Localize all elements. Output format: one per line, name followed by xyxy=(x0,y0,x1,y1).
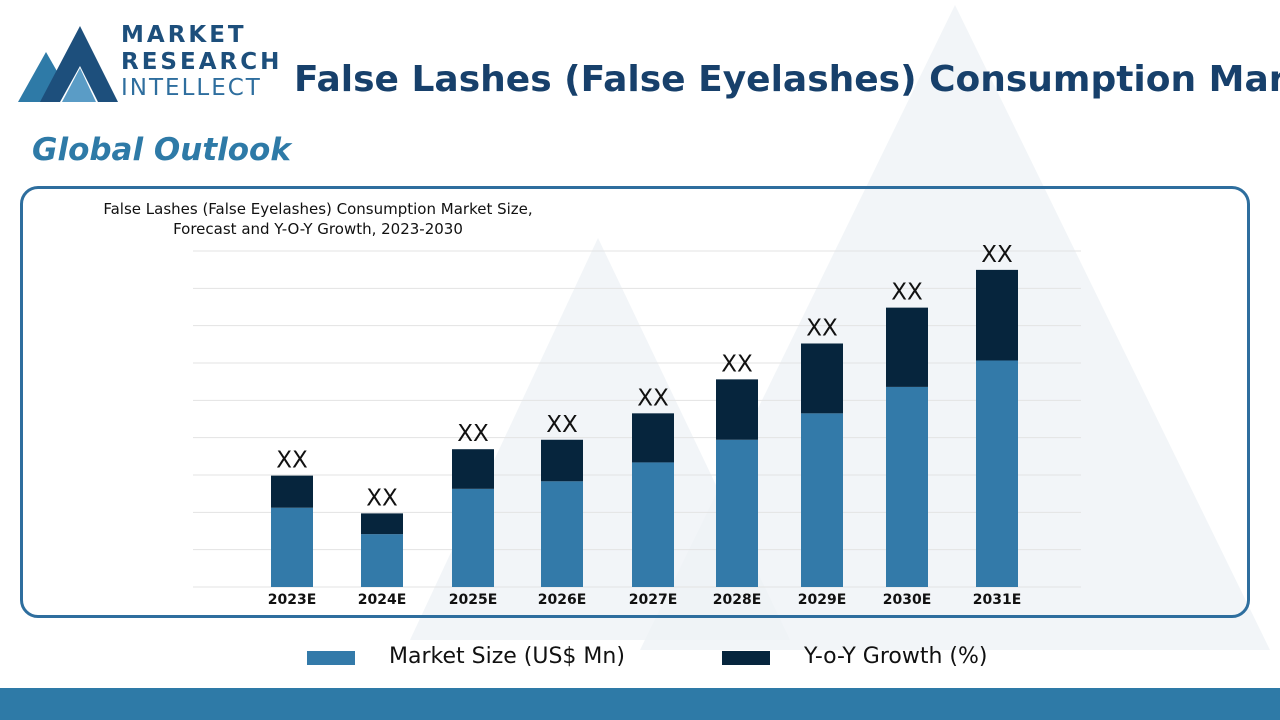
bar-market-size xyxy=(886,386,928,587)
bar-market-size xyxy=(801,413,843,587)
logo-text-market: MARKET xyxy=(121,22,247,48)
x-tick-label: 2023E xyxy=(268,592,317,608)
legend-label-market-size: Market Size (US$ Mn) xyxy=(389,644,625,669)
bar-yoy-growth xyxy=(541,439,583,482)
x-tick-label: 2029E xyxy=(798,592,847,608)
data-label: XX xyxy=(721,351,753,377)
x-tick-label: 2024E xyxy=(358,592,407,608)
bar-yoy-growth xyxy=(632,413,674,463)
data-label: XX xyxy=(366,485,398,511)
data-label: XX xyxy=(806,315,838,341)
bar-yoy-growth xyxy=(452,449,494,489)
mountain-logo-icon xyxy=(18,26,118,102)
x-tick-label: 2028E xyxy=(713,592,762,608)
bar-market-size xyxy=(716,439,758,587)
data-label: XX xyxy=(457,421,489,447)
data-label: XX xyxy=(637,385,669,411)
chart-title-line-1: False Lashes (False Eyelashes) Consumpti… xyxy=(103,200,533,218)
x-tick-label: 2027E xyxy=(629,592,678,608)
logo-text-research: RESEARCH xyxy=(121,49,283,75)
bar-market-size xyxy=(976,360,1018,587)
x-tick-label: 2025E xyxy=(449,592,498,608)
bar-yoy-growth xyxy=(271,475,313,508)
chart-title-line-2: Forecast and Y-O-Y Growth, 2023-2030 xyxy=(173,220,463,238)
page-title: False Lashes (False Eyelashes) Consumpti… xyxy=(294,59,1280,100)
bar-yoy-growth xyxy=(886,307,928,387)
logo-text-intellect: INTELLECT xyxy=(121,75,262,101)
x-tick-label: 2030E xyxy=(883,592,932,608)
bar-market-size xyxy=(541,481,583,587)
chart-title: False Lashes (False Eyelashes) Consumpti… xyxy=(63,199,573,239)
x-tick-label: 2026E xyxy=(538,592,587,608)
legend-label-yoy-growth: Y-o-Y Growth (%) xyxy=(804,644,988,669)
global-outlook-heading: Global Outlook xyxy=(32,132,291,168)
bar-market-size xyxy=(361,534,403,587)
data-label: XX xyxy=(891,280,923,306)
footer-bar xyxy=(0,688,1280,720)
legend-swatch-market-size xyxy=(307,651,355,665)
data-label: XX xyxy=(981,242,1013,268)
bar-chart: XX 2023E XX 2024E XX 2025E XX 2026E XX 2027E XX 202… xyxy=(193,242,1081,608)
bar-yoy-growth xyxy=(801,343,843,414)
bar-market-size xyxy=(632,462,674,587)
bar-yoy-growth xyxy=(976,269,1018,361)
bar-market-size xyxy=(452,488,494,587)
chart-legend: Market Size (US$ Mn) Y-o-Y Growth (%) xyxy=(0,640,1280,676)
x-tick-label: 2031E xyxy=(973,592,1022,608)
bar-market-size xyxy=(271,507,313,587)
chart-panel: False Lashes (False Eyelashes) Consumpti… xyxy=(20,186,1250,618)
data-label: XX xyxy=(276,448,308,474)
data-label: XX xyxy=(546,412,578,438)
legend-swatch-yoy-growth xyxy=(722,651,770,665)
bar-yoy-growth xyxy=(361,513,403,535)
bar-yoy-growth xyxy=(716,379,758,440)
